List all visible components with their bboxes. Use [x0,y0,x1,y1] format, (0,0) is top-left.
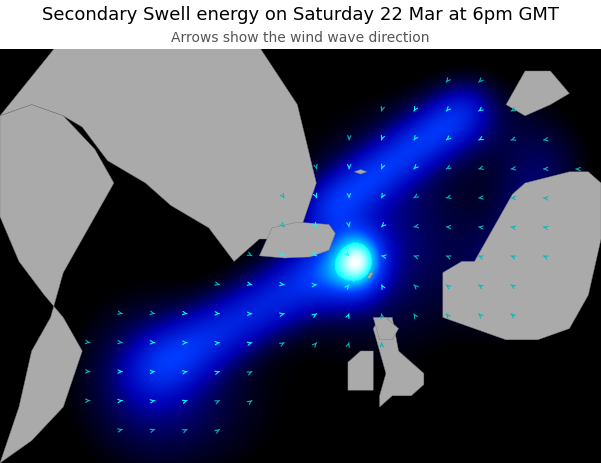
Text: Arrows show the wind wave direction: Arrows show the wind wave direction [171,31,430,45]
Text: Secondary Swell energy on Saturday 22 Mar at 6pm GMT: Secondary Swell energy on Saturday 22 Ma… [42,6,559,24]
